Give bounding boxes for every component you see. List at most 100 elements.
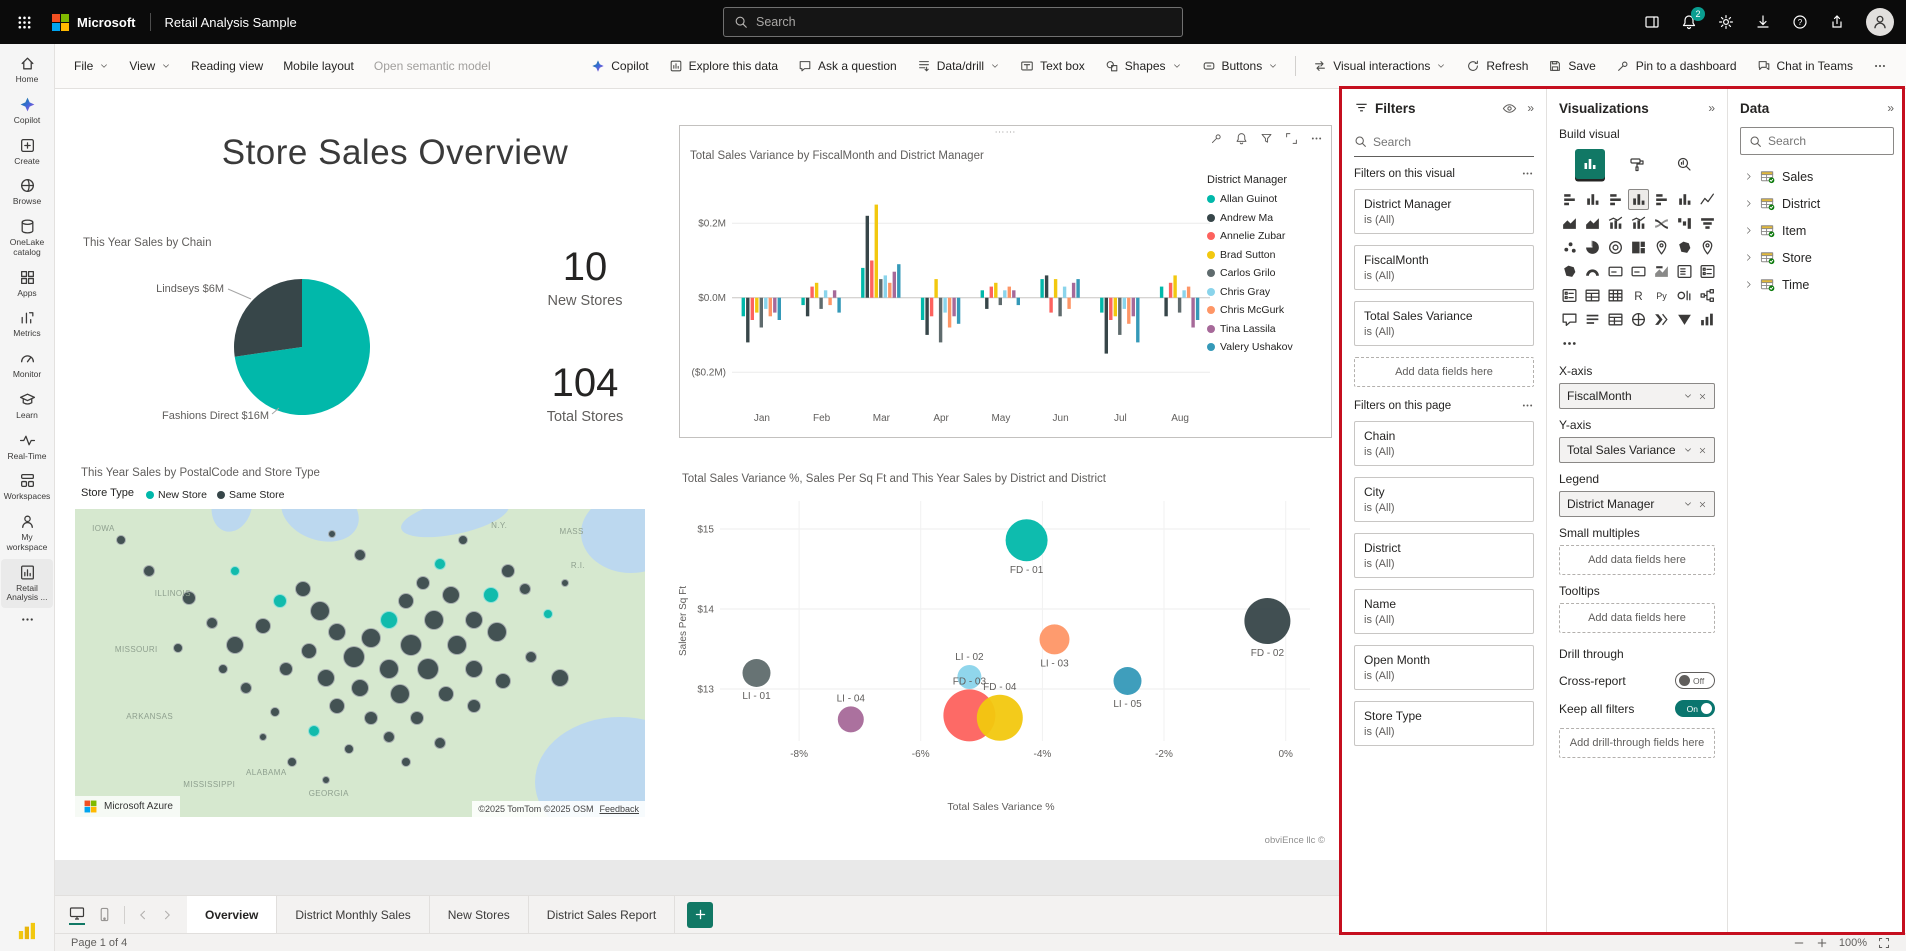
visual-type-area-chart-icon[interactable] bbox=[1559, 213, 1580, 234]
menubar-more-button[interactable] bbox=[1864, 51, 1896, 81]
visual-type-clustered-column-chart-icon[interactable] bbox=[1628, 189, 1649, 210]
visual-type-power-apps-icon[interactable] bbox=[1651, 309, 1672, 330]
chevron-right-icon[interactable] bbox=[1744, 226, 1753, 235]
global-search-box[interactable] bbox=[723, 7, 1183, 37]
filter-card-district-manager[interactable]: District Manager is (All) bbox=[1354, 189, 1534, 234]
bar[interactable] bbox=[1049, 297, 1053, 313]
bar[interactable] bbox=[897, 264, 901, 298]
bar[interactable] bbox=[1195, 297, 1200, 320]
cross-report-toggle[interactable]: Off bbox=[1675, 672, 1715, 689]
map-bubble[interactable] bbox=[343, 645, 366, 668]
sidebar-item-create[interactable]: Create bbox=[1, 132, 53, 172]
legend-item-brad-sutton[interactable]: Brad Sutton bbox=[1207, 246, 1327, 265]
bar[interactable] bbox=[1177, 297, 1182, 313]
bar[interactable] bbox=[1118, 297, 1122, 335]
menu-item-visual-interactions[interactable]: Visual interactions bbox=[1304, 51, 1455, 81]
visual-type-slicer-icon[interactable] bbox=[1697, 261, 1718, 282]
side-pane-toggle-icon[interactable] bbox=[1644, 14, 1660, 30]
scatter-bubble-li-04[interactable] bbox=[837, 706, 864, 733]
menu-item-text-box[interactable]: Text box bbox=[1011, 51, 1094, 81]
bar[interactable] bbox=[1076, 279, 1080, 298]
scatter-bubble-li-03[interactable] bbox=[1039, 624, 1070, 655]
map-bubble[interactable] bbox=[354, 549, 366, 562]
data-table-district[interactable]: District bbox=[1740, 190, 1894, 217]
map-bubble[interactable] bbox=[561, 578, 570, 587]
bar[interactable] bbox=[819, 297, 823, 309]
bar[interactable] bbox=[814, 282, 819, 298]
eye-icon[interactable] bbox=[1502, 101, 1517, 116]
visual-type-100-stacked-column-chart-icon[interactable] bbox=[1674, 189, 1695, 210]
menu-item-save[interactable]: Save bbox=[1539, 51, 1604, 81]
map-bubble[interactable] bbox=[316, 669, 335, 688]
map-bubble[interactable] bbox=[182, 591, 196, 606]
menu-item-pin-to-a-dashboard[interactable]: Pin to a dashboard bbox=[1607, 51, 1746, 81]
alert-icon[interactable] bbox=[1235, 132, 1248, 145]
map-bubble[interactable] bbox=[467, 699, 481, 714]
map-bubble[interactable] bbox=[446, 634, 467, 655]
visual-type-table-icon[interactable] bbox=[1582, 285, 1603, 306]
field-pill-fiscalmonth[interactable]: FiscalMonth bbox=[1559, 383, 1715, 409]
bar[interactable] bbox=[938, 297, 943, 343]
visual-type-clustered-bar-chart-icon[interactable] bbox=[1605, 189, 1626, 210]
pin-visual-icon[interactable] bbox=[1210, 132, 1223, 145]
visual-type-r-script-visual-icon[interactable]: R bbox=[1628, 285, 1649, 306]
map-bubble[interactable] bbox=[172, 642, 183, 653]
visual-type-power-automate-icon[interactable] bbox=[1674, 309, 1695, 330]
sidebar-item-copilot[interactable]: Copilot bbox=[1, 91, 53, 131]
data-table-sales[interactable]: Sales bbox=[1740, 163, 1894, 190]
search-input[interactable] bbox=[756, 15, 1172, 29]
bar[interactable] bbox=[920, 297, 925, 320]
bar[interactable] bbox=[810, 286, 814, 298]
sidebar-item-monitor[interactable]: Monitor bbox=[1, 345, 53, 385]
keep-all-filters-toggle[interactable]: On bbox=[1675, 700, 1715, 717]
map-bubble[interactable] bbox=[400, 756, 411, 767]
visual-type-get-more-visuals-icon[interactable] bbox=[1559, 333, 1580, 354]
visual-type-new-slicer-icon[interactable] bbox=[1559, 285, 1580, 306]
visual-type-funnel-chart-icon[interactable] bbox=[1697, 213, 1718, 234]
menu-item-reading-view[interactable]: Reading view bbox=[191, 59, 264, 73]
bar[interactable] bbox=[879, 279, 883, 298]
filter-card-open-month[interactable]: Open Month is (All) bbox=[1354, 645, 1534, 690]
chevron-down-icon[interactable] bbox=[1683, 391, 1693, 401]
chevron-right-icon[interactable] bbox=[1744, 253, 1753, 262]
menu-item-buttons[interactable]: Buttons bbox=[1193, 51, 1288, 81]
map-bubble[interactable] bbox=[321, 776, 330, 785]
bar[interactable] bbox=[1131, 297, 1135, 317]
filter-card-name[interactable]: Name is (All) bbox=[1354, 589, 1534, 634]
menu-item-mobile-layout[interactable]: Mobile layout bbox=[283, 59, 354, 73]
add-data-fields-dropzone[interactable]: Add data fields here bbox=[1354, 357, 1534, 387]
download-icon[interactable] bbox=[1755, 14, 1771, 30]
next-page-chevron-icon[interactable] bbox=[161, 909, 173, 921]
bar[interactable] bbox=[1053, 279, 1058, 298]
filter-card-total-sales-variance[interactable]: Total Sales Variance is (All) bbox=[1354, 301, 1534, 346]
mobile-view-icon[interactable] bbox=[97, 907, 112, 922]
legend-item-carlos-grilo[interactable]: Carlos Grilo bbox=[1207, 264, 1327, 283]
scatter-bubble-li-01[interactable] bbox=[742, 659, 771, 687]
map-bubble[interactable] bbox=[486, 622, 507, 643]
map-bubble[interactable] bbox=[240, 681, 252, 694]
data-search-input[interactable] bbox=[1768, 134, 1885, 148]
bar[interactable] bbox=[947, 297, 952, 328]
menu-item-refresh[interactable]: Refresh bbox=[1457, 51, 1537, 81]
map-bubble[interactable] bbox=[389, 683, 410, 704]
map-bubble[interactable] bbox=[295, 581, 311, 598]
chevron-right-icon[interactable] bbox=[1744, 280, 1753, 289]
chevron-down-icon[interactable] bbox=[1683, 499, 1693, 509]
report-page[interactable]: Store Sales Overview This Year Sales by … bbox=[55, 89, 1341, 860]
sidebar-more-icon[interactable] bbox=[20, 609, 35, 630]
bar[interactable] bbox=[828, 297, 832, 306]
visual-type-python-visual-icon[interactable]: Py bbox=[1651, 285, 1672, 306]
pie-chart-visual[interactable]: This Year Sales by Chain Lindseys $6M Fas… bbox=[75, 229, 655, 474]
legend-item-tina-lassila[interactable]: Tina Lassila bbox=[1207, 320, 1327, 339]
bar[interactable] bbox=[1186, 286, 1191, 298]
map-bubble[interactable] bbox=[259, 732, 268, 741]
visual-type-stacked-area-chart-icon[interactable] bbox=[1582, 213, 1603, 234]
sidebar-item-my-workspace[interactable]: My workspace bbox=[1, 508, 53, 558]
map-bubble[interactable] bbox=[400, 633, 423, 656]
kpi-card-total-stores[interactable]: 104 Total Stores bbox=[505, 361, 665, 425]
add-page-button[interactable] bbox=[687, 901, 714, 928]
bar[interactable] bbox=[1058, 297, 1062, 317]
bar[interactable] bbox=[1164, 297, 1168, 317]
bar[interactable] bbox=[888, 282, 892, 298]
visual-type-ribbon-chart-icon[interactable] bbox=[1651, 213, 1672, 234]
